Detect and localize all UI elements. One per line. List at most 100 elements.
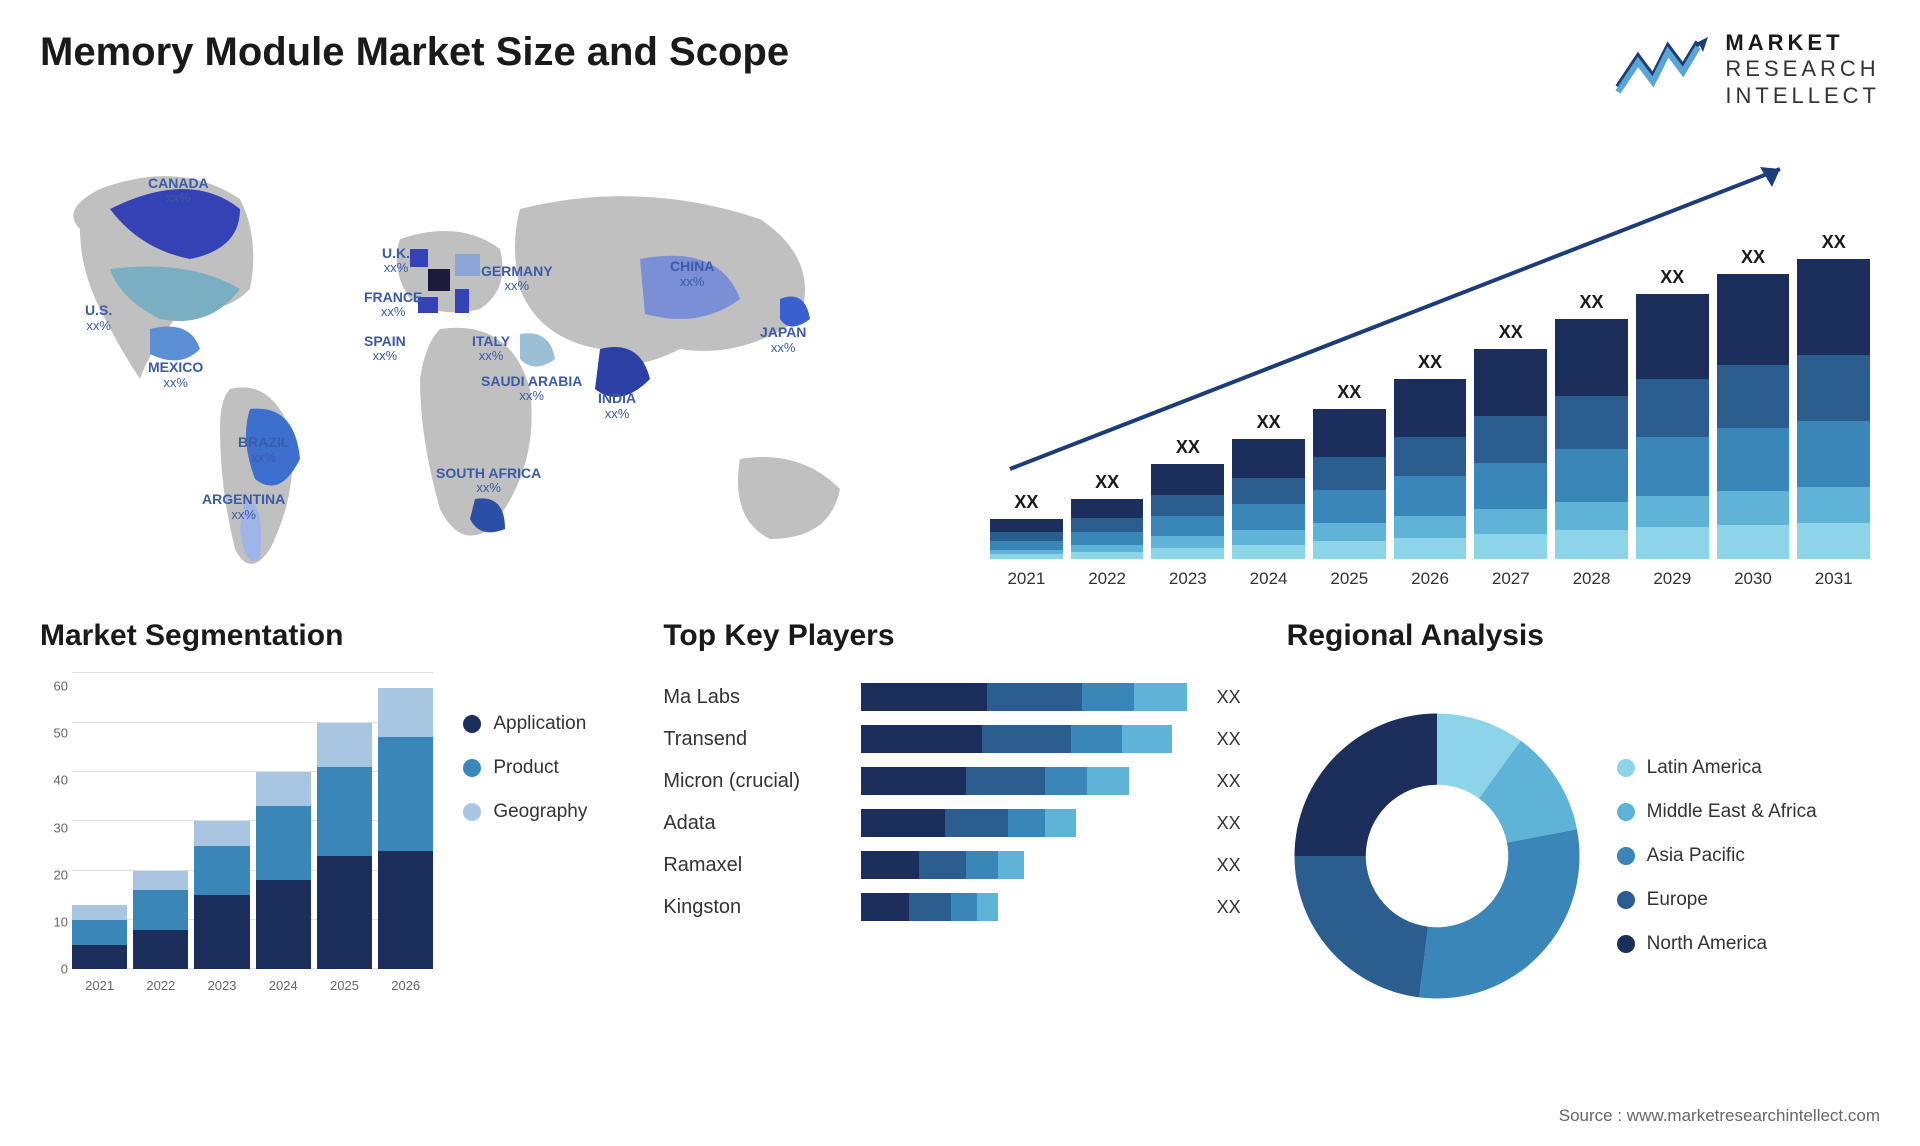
- map-label: U.S.xx%: [85, 303, 112, 333]
- players-chart: Ma LabsXXTransendXXMicron (crucial)XXAda…: [663, 673, 1256, 921]
- legend-item: Latin America: [1617, 757, 1817, 779]
- growth-bar-label: XX: [1257, 412, 1281, 433]
- segmentation-legend: Application Product Geography: [463, 673, 633, 1039]
- donut-slice: [1419, 829, 1579, 998]
- legend-item: Application: [463, 713, 633, 735]
- header: Memory Module Market Size and Scope MARK…: [40, 30, 1880, 109]
- brand-logo: MARKET RESEARCH INTELLECT: [1613, 30, 1880, 109]
- donut-slice: [1294, 856, 1428, 997]
- players-title: Top Key Players: [663, 619, 1256, 653]
- map-label: CANADAxx%: [148, 176, 209, 206]
- growth-bar: XX: [1797, 232, 1870, 559]
- player-row: Transend XX: [663, 725, 1256, 753]
- growth-bar-label: XX: [1337, 382, 1361, 403]
- growth-year-label: 2029: [1636, 569, 1709, 589]
- map-label: INDIAxx%: [598, 391, 636, 421]
- map-label: SOUTH AFRICAxx%: [436, 466, 541, 496]
- map-label: ITALYxx%: [472, 334, 510, 364]
- legend-item: Geography: [463, 801, 633, 823]
- map-label: GERMANYxx%: [481, 264, 553, 294]
- player-row: Adata XX: [663, 809, 1256, 837]
- growth-bar: XX: [1636, 267, 1709, 559]
- growth-bar-label: XX: [1418, 352, 1442, 373]
- map-label: SPAINxx%: [364, 334, 406, 364]
- segmentation-bar: [256, 772, 311, 969]
- growth-year-label: 2022: [1071, 569, 1144, 589]
- donut-slice: [1294, 714, 1437, 857]
- growth-bar: XX: [1071, 472, 1144, 559]
- growth-year-label: 2027: [1474, 569, 1547, 589]
- growth-bar: XX: [1717, 247, 1790, 559]
- growth-bar-label: XX: [1741, 247, 1765, 268]
- growth-bar: XX: [1232, 412, 1305, 559]
- legend-item: Product: [463, 757, 633, 779]
- growth-bar-label: XX: [1660, 267, 1684, 288]
- player-value: XX: [1217, 855, 1257, 876]
- segmentation-bar: [317, 723, 372, 970]
- segmentation-bar: [133, 871, 188, 970]
- regions-legend: Latin America Middle East & Africa Asia Pa…: [1617, 757, 1817, 955]
- map-label: FRANCExx%: [364, 290, 422, 320]
- player-value: XX: [1217, 897, 1257, 918]
- segmentation-panel: Market Segmentation 0102030405060 202120…: [40, 619, 633, 1039]
- player-name: Transend: [663, 728, 843, 751]
- player-name: Adata: [663, 812, 843, 835]
- growth-bar: XX: [1313, 382, 1386, 559]
- growth-year-label: 2030: [1717, 569, 1790, 589]
- growth-bar: XX: [1555, 292, 1628, 559]
- segmentation-title: Market Segmentation: [40, 619, 633, 653]
- player-row: Ma Labs XX: [663, 683, 1256, 711]
- player-row: Kingston XX: [663, 893, 1256, 921]
- player-name: Micron (crucial): [663, 770, 843, 793]
- map-label: BRAZILxx%: [238, 435, 289, 465]
- segmentation-chart: 0102030405060 202120222023202420252026: [40, 673, 433, 993]
- map-label: SAUDI ARABIAxx%: [481, 374, 582, 404]
- growth-bar-label: XX: [1176, 437, 1200, 458]
- growth-year-label: 2024: [1232, 569, 1305, 589]
- top-row: CANADAxx% U.S.xx% MEXICOxx% BRAZILxx% ARGENT…: [40, 149, 1880, 589]
- map-label: MEXICOxx%: [148, 360, 203, 390]
- growth-year-label: 2025: [1313, 569, 1386, 589]
- source-attribution: Source : www.marketresearchintellect.com: [1559, 1106, 1880, 1126]
- map-label: U.K.xx%: [382, 246, 410, 276]
- segmentation-bar: [378, 688, 433, 969]
- growth-bar-label: XX: [1014, 492, 1038, 513]
- growth-bar: XX: [1151, 437, 1224, 559]
- growth-bar-label: XX: [1499, 322, 1523, 343]
- player-row: Micron (crucial) XX: [663, 767, 1256, 795]
- logo-icon: [1613, 37, 1713, 102]
- growth-chart-panel: XX XX XX XX XX XX XX XX XX XX XX 2021 2022 2023 2024 2…: [980, 149, 1880, 589]
- bottom-row: Market Segmentation 0102030405060 202120…: [40, 619, 1880, 1039]
- legend-item: Middle East & Africa: [1617, 801, 1817, 823]
- legend-item: Europe: [1617, 889, 1817, 911]
- growth-bar-label: XX: [1095, 472, 1119, 493]
- regions-panel: Regional Analysis Latin America Middle Ea…: [1287, 619, 1880, 1039]
- player-name: Ma Labs: [663, 686, 843, 709]
- logo-text: MARKET RESEARCH INTELLECT: [1725, 30, 1880, 109]
- growth-year-label: 2028: [1555, 569, 1628, 589]
- growth-year-label: 2021: [990, 569, 1063, 589]
- player-value: XX: [1217, 687, 1257, 708]
- regions-title: Regional Analysis: [1287, 619, 1880, 653]
- world-map-panel: CANADAxx% U.S.xx% MEXICOxx% BRAZILxx% ARGENT…: [40, 149, 940, 589]
- players-panel: Top Key Players Ma LabsXXTransendXXMicro…: [663, 619, 1256, 1039]
- growth-bar-label: XX: [1822, 232, 1846, 253]
- player-value: XX: [1217, 813, 1257, 834]
- growth-bar-label: XX: [1580, 292, 1604, 313]
- growth-year-label: 2023: [1151, 569, 1224, 589]
- legend-item: Asia Pacific: [1617, 845, 1817, 867]
- player-row: Ramaxel XX: [663, 851, 1256, 879]
- map-label: ARGENTINAxx%: [202, 492, 285, 522]
- regions-donut-chart: [1287, 706, 1587, 1006]
- legend-item: North America: [1617, 933, 1817, 955]
- player-value: XX: [1217, 729, 1257, 750]
- player-name: Kingston: [663, 896, 843, 919]
- growth-bar: XX: [1394, 352, 1467, 559]
- player-value: XX: [1217, 771, 1257, 792]
- growth-year-label: 2031: [1797, 569, 1870, 589]
- segmentation-bar: [194, 821, 249, 969]
- growth-bar: XX: [990, 492, 1063, 559]
- growth-bar: XX: [1474, 322, 1547, 559]
- growth-year-label: 2026: [1394, 569, 1467, 589]
- player-name: Ramaxel: [663, 854, 843, 877]
